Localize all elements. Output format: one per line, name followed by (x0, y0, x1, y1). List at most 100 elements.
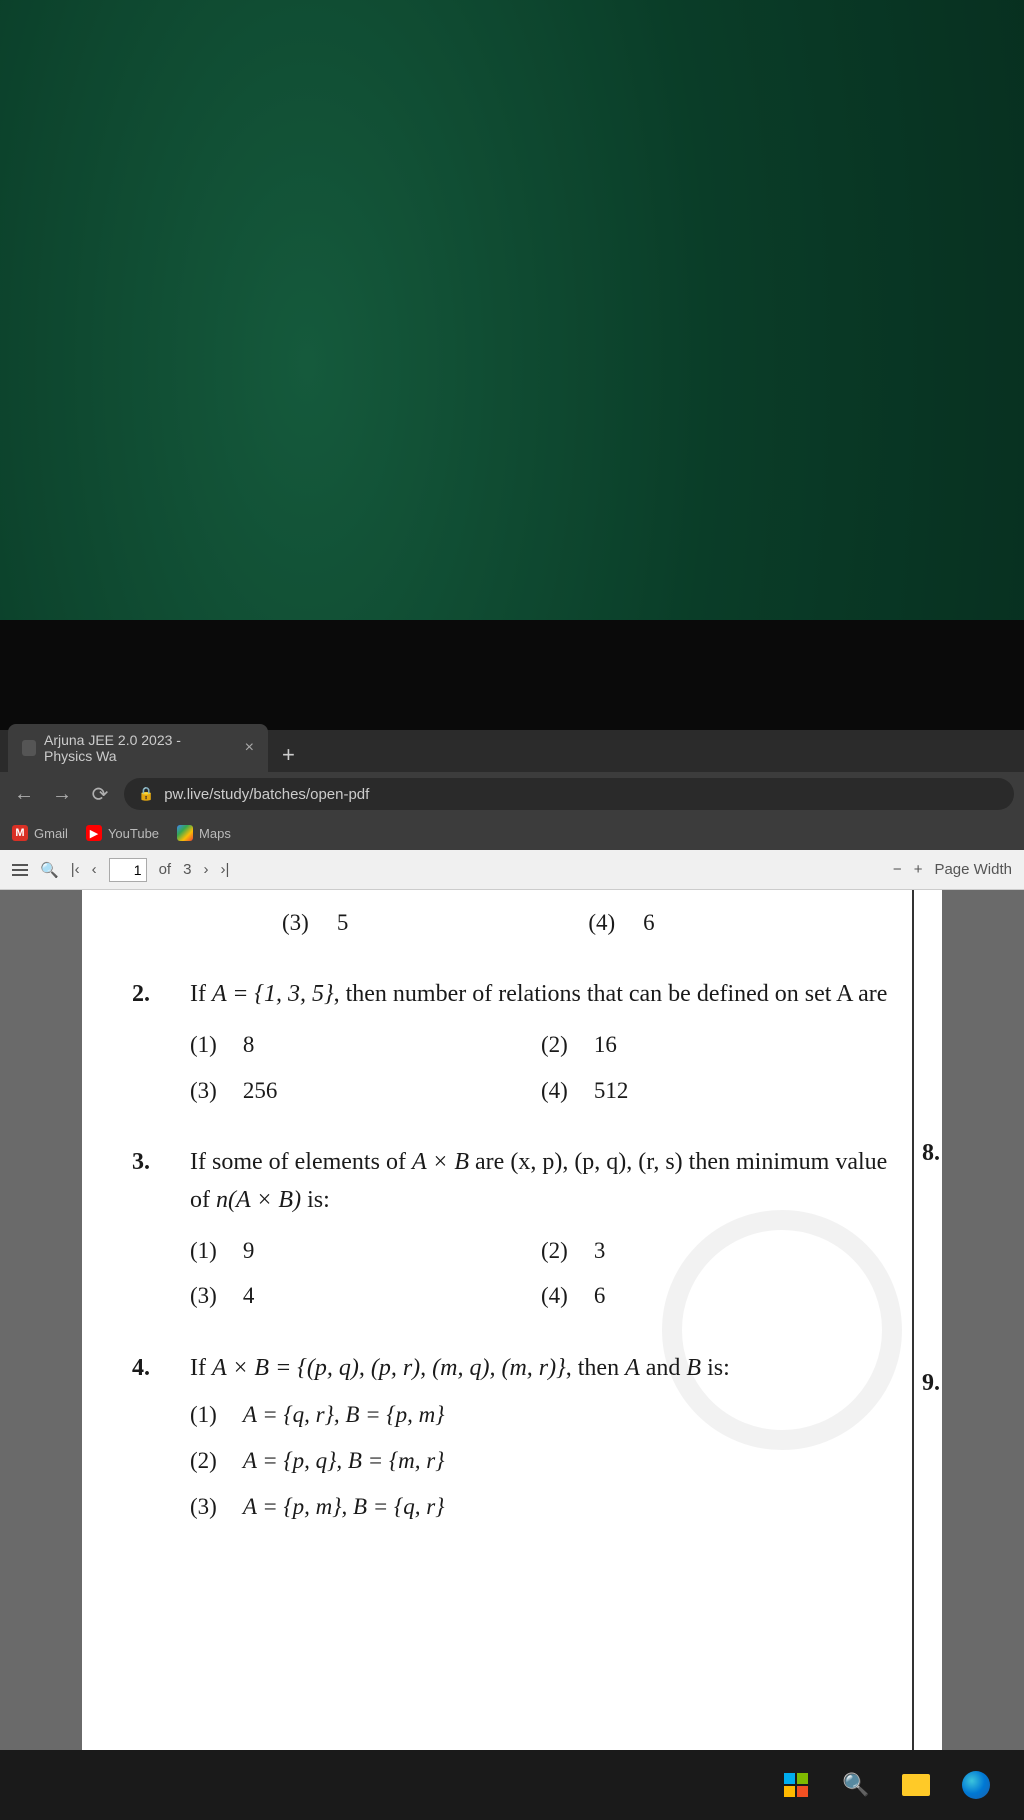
math-expr: A = {1, 3, 5} (212, 981, 334, 1007)
question-text: , then (566, 1355, 625, 1381)
bookmark-label: Maps (199, 826, 231, 841)
tab-favicon (22, 740, 36, 756)
question-text: is: (301, 1187, 330, 1213)
address-bar: ← → ⟳ 🔒 pw.live/study/batches/open-pdf (0, 772, 1024, 816)
option-val: A = {q, r}, B = {p, m} (243, 1397, 445, 1433)
total-pages: 3 (183, 861, 191, 878)
math-expr: n(A × B) (216, 1187, 301, 1213)
maps-icon (177, 825, 193, 841)
math-expr: A (625, 1355, 640, 1381)
math-expr: B (686, 1355, 701, 1381)
question-text: and (640, 1355, 687, 1381)
reload-button[interactable]: ⟳ (86, 782, 114, 807)
option-val: 9 (243, 1233, 255, 1269)
pdf-viewport[interactable]: (3) 5 (4) 6 2. If A = {1, 3, 5}, then numb… (0, 890, 1024, 1750)
search-icon[interactable]: 🔍 (40, 861, 59, 879)
back-button[interactable]: ← (10, 783, 38, 806)
new-tab-button[interactable]: + (268, 742, 309, 772)
question-text: is: (701, 1355, 730, 1381)
question-2: 2. If A = {1, 3, 5}, then number of rela… (132, 976, 892, 1108)
option-val: 16 (594, 1027, 617, 1063)
forward-button[interactable]: → (48, 783, 76, 806)
bookmark-youtube[interactable]: ▶ YouTube (86, 825, 159, 841)
option-num: (1) (190, 1397, 217, 1433)
option-num: (1) (190, 1233, 217, 1269)
option-num: (2) (541, 1027, 568, 1063)
question-text: If (190, 1355, 212, 1381)
question-text: If (190, 981, 212, 1007)
option-val: 8 (243, 1027, 255, 1063)
laptop-bezel (0, 620, 1024, 730)
option-num: (1) (190, 1027, 217, 1063)
option-val: 6 (594, 1278, 606, 1314)
option-val: 4 (243, 1278, 255, 1314)
sidebar-toggle-icon[interactable] (12, 864, 28, 876)
youtube-icon: ▶ (86, 825, 102, 841)
option-num: (2) (190, 1443, 217, 1479)
option-val: 256 (243, 1073, 278, 1109)
bookmark-maps[interactable]: Maps (177, 825, 231, 841)
windows-icon (784, 1773, 808, 1797)
question-3: 3. If some of elements of A × B are (x, … (132, 1144, 892, 1314)
math-expr: A × B (412, 1149, 469, 1175)
edge-button[interactable] (958, 1767, 994, 1803)
question-text: are (469, 1149, 510, 1175)
first-page-icon[interactable]: |‹ (71, 861, 80, 878)
gmail-icon: M (12, 825, 28, 841)
prev-page-icon[interactable]: ‹ (92, 861, 97, 878)
question-number: 2. (132, 976, 160, 1108)
option-val: 3 (594, 1233, 606, 1269)
search-button[interactable]: 🔍 (838, 1767, 874, 1803)
windows-taskbar: 🔍 (0, 1750, 1024, 1820)
option-num: (4) (541, 1073, 568, 1109)
column-divider (912, 890, 914, 1750)
browser-window: Arjuna JEE 2.0 2023 - Physics Wa × + ← →… (0, 730, 1024, 1750)
question-4: 4. If A × B = {(p, q), (p, r), (m, q), (… (132, 1350, 892, 1524)
question-text: If some of elements of (190, 1149, 412, 1175)
side-question-8: 8. (922, 1140, 940, 1167)
start-button[interactable] (778, 1767, 814, 1803)
option-num: (2) (541, 1233, 568, 1269)
page-of-label: of (159, 861, 172, 878)
zoom-out-icon[interactable]: − (893, 861, 902, 878)
option-val: 5 (337, 910, 349, 936)
url-text: pw.live/study/batches/open-pdf (164, 786, 369, 803)
option-num: (3) (190, 1489, 217, 1525)
page-number-input[interactable] (109, 858, 147, 882)
prev-question-options: (3) 5 (4) 6 (132, 910, 892, 936)
question-number: 4. (132, 1350, 160, 1524)
math-expr: (x, p), (p, q), (r, s) (510, 1149, 682, 1175)
tab-title: Arjuna JEE 2.0 2023 - Physics Wa (44, 732, 231, 764)
option-val: 512 (594, 1073, 629, 1109)
bookmark-gmail[interactable]: M Gmail (12, 825, 68, 841)
bookmark-label: Gmail (34, 826, 68, 841)
bookmark-bar: M Gmail ▶ YouTube Maps (0, 816, 1024, 850)
folder-icon (902, 1774, 930, 1796)
option-num: (3) (190, 1278, 217, 1314)
lock-icon: 🔒 (138, 786, 154, 802)
zoom-in-icon[interactable]: + (914, 861, 923, 878)
next-page-icon[interactable]: › (203, 861, 208, 878)
option-val: A = {p, m}, B = {q, r} (243, 1489, 445, 1525)
file-explorer-button[interactable] (898, 1767, 934, 1803)
pdf-page: (3) 5 (4) 6 2. If A = {1, 3, 5}, then numb… (82, 890, 942, 1750)
question-number: 3. (132, 1144, 160, 1314)
tab-strip: Arjuna JEE 2.0 2023 - Physics Wa × + (0, 730, 1024, 772)
close-tab-icon[interactable]: × (245, 739, 254, 757)
side-question-9: 9. (922, 1370, 940, 1397)
url-input[interactable]: 🔒 pw.live/study/batches/open-pdf (124, 778, 1014, 810)
last-page-icon[interactable]: ›| (220, 861, 229, 878)
pdf-toolbar: 🔍 |‹ ‹ of 3 › ›| − + Page Width (0, 850, 1024, 890)
zoom-level: Page Width (934, 861, 1012, 878)
question-text: , then number of relations that can be d… (334, 981, 888, 1007)
option-num: (3) (190, 1073, 217, 1109)
option-val: A = {p, q}, B = {m, r} (243, 1443, 445, 1479)
browser-tab[interactable]: Arjuna JEE 2.0 2023 - Physics Wa × (8, 724, 268, 772)
option-num: (4) (588, 910, 615, 936)
option-val: 6 (643, 910, 655, 936)
bookmark-label: YouTube (108, 826, 159, 841)
edge-icon (962, 1771, 990, 1799)
option-num: (4) (541, 1278, 568, 1314)
math-expr: A × B = {(p, q), (p, r), (m, q), (m, r)} (212, 1355, 566, 1381)
option-num: (3) (282, 910, 309, 936)
